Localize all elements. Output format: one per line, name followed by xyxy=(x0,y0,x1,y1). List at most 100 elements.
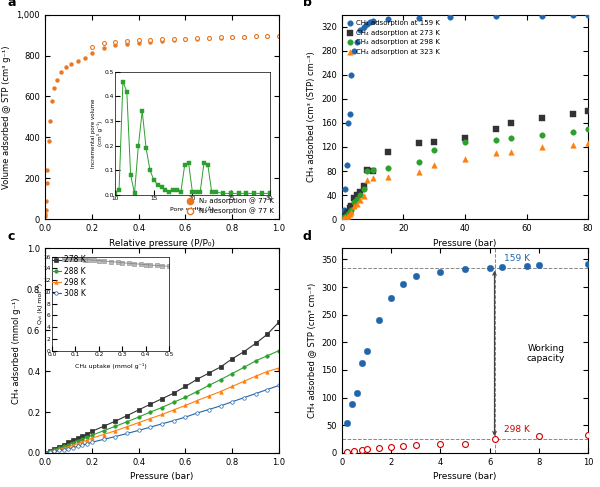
CH₄ adsorption at 273 K xyxy=(460,134,470,142)
298 K xyxy=(217,389,224,394)
Point xyxy=(398,281,408,288)
CH₄ adsorption at 273 K xyxy=(338,215,347,223)
Point xyxy=(411,441,421,449)
278 K xyxy=(41,450,49,456)
CH₄ adsorption at 298 K xyxy=(340,213,350,221)
308 K xyxy=(46,449,53,455)
Point xyxy=(583,260,593,268)
298 K xyxy=(60,445,67,451)
298 K xyxy=(240,378,248,384)
308 K xyxy=(229,399,236,405)
298 K xyxy=(70,442,77,448)
CH₄ adsorption at 298 K xyxy=(353,195,362,203)
278 K xyxy=(74,435,82,441)
Point xyxy=(342,449,352,456)
CH₄ adsorption at 159 K xyxy=(340,185,350,193)
CH₄ adsorption at 159 K xyxy=(568,11,577,19)
308 K xyxy=(135,428,142,433)
CH₄ adsorption at 159 K xyxy=(345,110,355,118)
CH₄ adsorption at 273 K xyxy=(362,166,371,174)
308 K xyxy=(112,433,119,439)
CH₄ adsorption at 323 K xyxy=(339,215,349,223)
X-axis label: Pressure (bar): Pressure (bar) xyxy=(433,239,497,247)
308 K xyxy=(263,387,271,393)
308 K xyxy=(240,395,248,401)
288 K xyxy=(252,358,259,364)
CH₄ adsorption at 273 K xyxy=(340,213,349,221)
288 K xyxy=(275,348,283,354)
CH₄ adsorption at 273 K xyxy=(346,202,356,210)
308 K xyxy=(100,436,107,442)
308 K xyxy=(79,442,86,448)
Text: Working
capacity: Working capacity xyxy=(527,344,565,363)
298 K xyxy=(147,415,154,421)
298 K xyxy=(229,384,236,390)
CH₄ adsorption at 159 K xyxy=(353,38,362,46)
CH₄ adsorption at 298 K xyxy=(362,167,371,175)
288 K xyxy=(65,442,72,448)
CH₄ adsorption at 273 K xyxy=(568,110,577,118)
Y-axis label: CH₄ adsorbed (cm³ (STP) cm⁻³): CH₄ adsorbed (cm³ (STP) cm⁻³) xyxy=(307,52,316,182)
308 K xyxy=(70,445,77,450)
308 K xyxy=(41,450,49,456)
CH₄ adsorption at 323 K xyxy=(460,155,470,163)
Point xyxy=(436,268,445,276)
CH₄ adsorption at 159 K xyxy=(338,212,347,220)
Point xyxy=(357,446,367,454)
CH₄ adsorption at 323 K xyxy=(430,161,439,169)
288 K xyxy=(240,364,248,370)
278 K xyxy=(55,444,62,450)
CH₄ adsorption at 159 K xyxy=(491,13,500,20)
CH₄ adsorption at 159 K xyxy=(346,71,356,79)
CH₄ adsorption at 323 K xyxy=(537,143,547,151)
Point xyxy=(349,448,359,455)
Legend: CH₄ adsorption at 159 K, CH₄ adsorption at 273 K, CH₄ adsorption at 298 K, CH₄ a: CH₄ adsorption at 159 K, CH₄ adsorption … xyxy=(346,18,442,56)
288 K xyxy=(124,419,131,425)
CH₄ adsorption at 323 K xyxy=(338,215,347,223)
Y-axis label: Volume adsorbed @ STP (cm³ g⁻¹): Volume adsorbed @ STP (cm³ g⁻¹) xyxy=(2,45,11,188)
CH₄ adsorption at 298 K xyxy=(356,191,365,199)
298 K xyxy=(100,431,107,437)
278 K xyxy=(88,429,95,434)
278 K xyxy=(46,448,53,454)
CH₄ adsorption at 273 K xyxy=(430,138,439,146)
Text: d: d xyxy=(302,230,311,243)
CH₄ adsorption at 298 K xyxy=(537,131,547,139)
278 K xyxy=(83,431,91,437)
CH₄ adsorption at 159 K xyxy=(365,18,374,26)
308 K xyxy=(170,418,178,424)
288 K xyxy=(170,399,178,405)
Y-axis label: CH₄ adsorbed @ STP (cm³ cm⁻³): CH₄ adsorbed @ STP (cm³ cm⁻³) xyxy=(307,283,316,418)
CH₄ adsorption at 298 K xyxy=(568,128,577,136)
288 K xyxy=(182,394,189,400)
278 K xyxy=(60,442,67,448)
278 K xyxy=(217,364,224,370)
CH₄ adsorption at 298 K xyxy=(491,136,500,144)
Text: c: c xyxy=(8,230,15,243)
Point xyxy=(362,347,371,355)
298 K xyxy=(88,435,95,441)
288 K xyxy=(112,423,119,429)
Point xyxy=(386,443,396,451)
Point xyxy=(534,432,544,440)
278 K xyxy=(70,437,77,443)
298 K xyxy=(135,420,142,426)
288 K xyxy=(205,382,212,388)
CH₄ adsorption at 298 K xyxy=(460,138,470,146)
CH₄ adsorption at 298 K xyxy=(349,198,359,206)
308 K xyxy=(275,382,283,388)
CH₄ adsorption at 159 K xyxy=(356,26,365,34)
CH₄ adsorption at 273 K xyxy=(356,188,365,196)
CH₄ adsorption at 323 K xyxy=(583,139,593,147)
288 K xyxy=(158,405,166,411)
288 K xyxy=(46,449,53,454)
CH₄ adsorption at 159 K xyxy=(359,23,368,31)
278 K xyxy=(100,423,107,429)
CH₄ adsorption at 323 K xyxy=(491,149,500,157)
CH₄ adsorption at 273 K xyxy=(342,210,352,218)
Legend: 278 K, 288 K, 298 K, 308 K: 278 K, 288 K, 298 K, 308 K xyxy=(49,252,89,301)
278 K xyxy=(135,407,142,413)
CH₄ adsorption at 273 K xyxy=(340,212,350,220)
298 K xyxy=(46,449,53,454)
Point xyxy=(522,262,532,269)
